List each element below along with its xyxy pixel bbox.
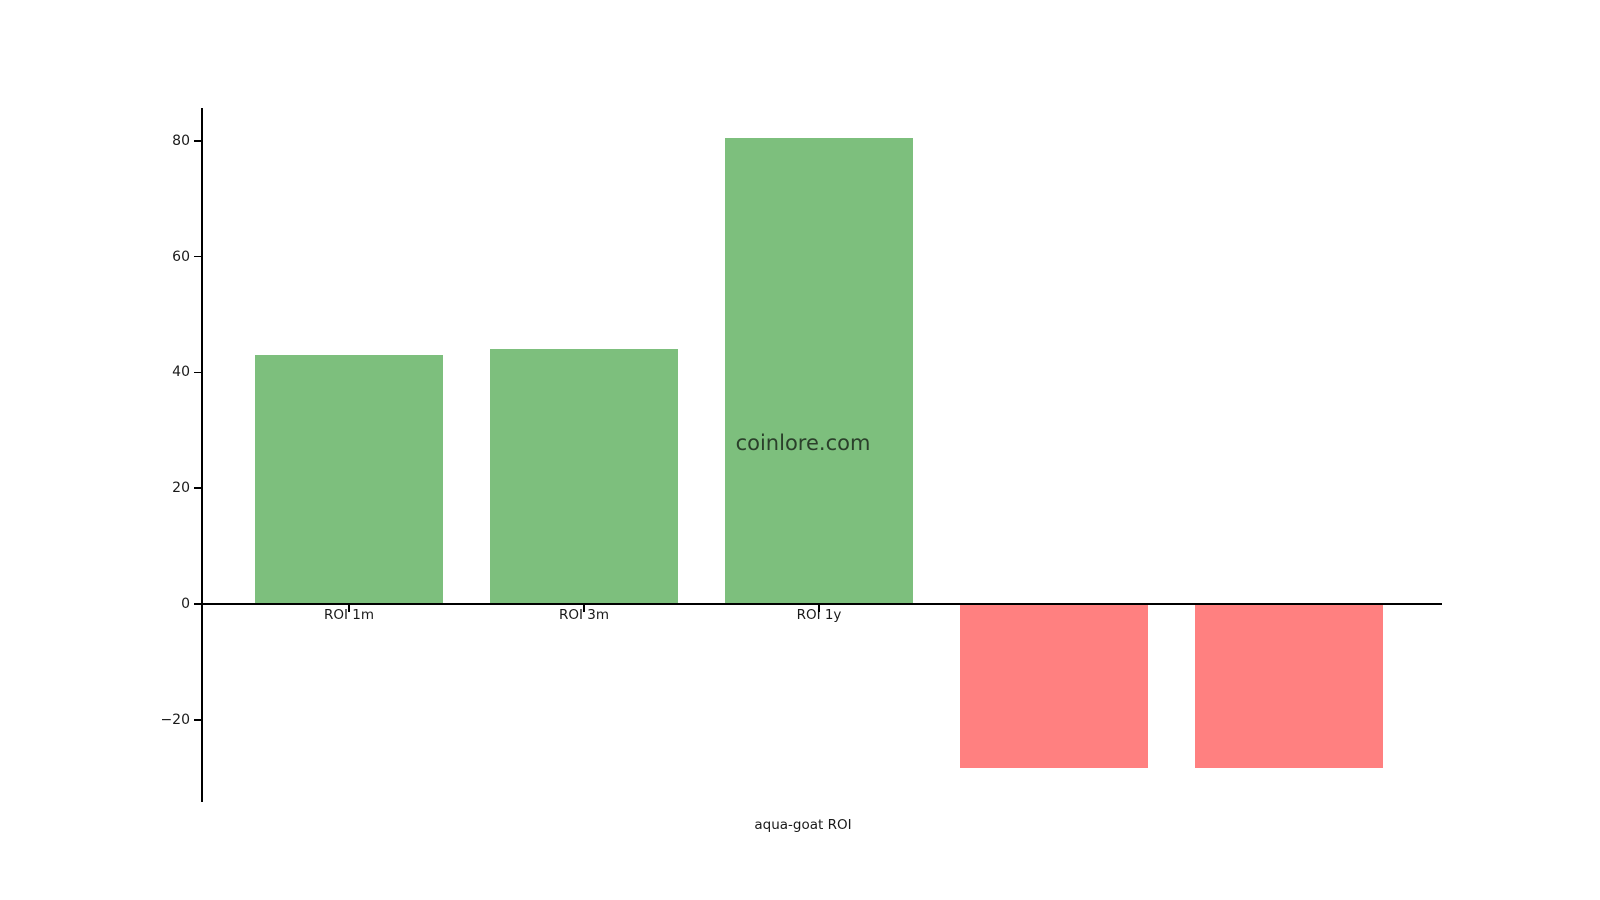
x-axis-line [196, 603, 1442, 605]
y-axis-spine [201, 108, 203, 802]
bar-negative-4 [1195, 604, 1383, 769]
watermark-text: coinlore.com [735, 431, 871, 455]
y-tick [194, 255, 201, 258]
y-tick-label: 0 [181, 596, 190, 612]
x-tick [348, 604, 350, 612]
bar-roi-3m [490, 349, 678, 604]
bar-roi-1m [255, 355, 443, 604]
x-tick-label: ROI 3m [558, 607, 610, 623]
y-tick-label: 20 [172, 480, 190, 497]
y-tick [194, 140, 201, 142]
y-tick-label: −20 [160, 711, 190, 728]
bar-negative-3 [960, 604, 1148, 768]
y-tick [194, 487, 201, 489]
x-tick [818, 604, 820, 612]
bar-roi-1y [725, 137, 913, 604]
chart-xlabel: aqua-goat ROI [754, 817, 852, 833]
x-tick-label: ROI 1m [323, 607, 375, 623]
y-tick-label: 40 [172, 364, 190, 381]
x-tick [583, 604, 585, 612]
y-tick-label: 80 [172, 132, 190, 149]
y-tick [194, 719, 201, 721]
y-tick [194, 371, 201, 374]
y-tick-label: 60 [172, 248, 190, 265]
x-tick-label: ROI 1y [796, 607, 842, 623]
